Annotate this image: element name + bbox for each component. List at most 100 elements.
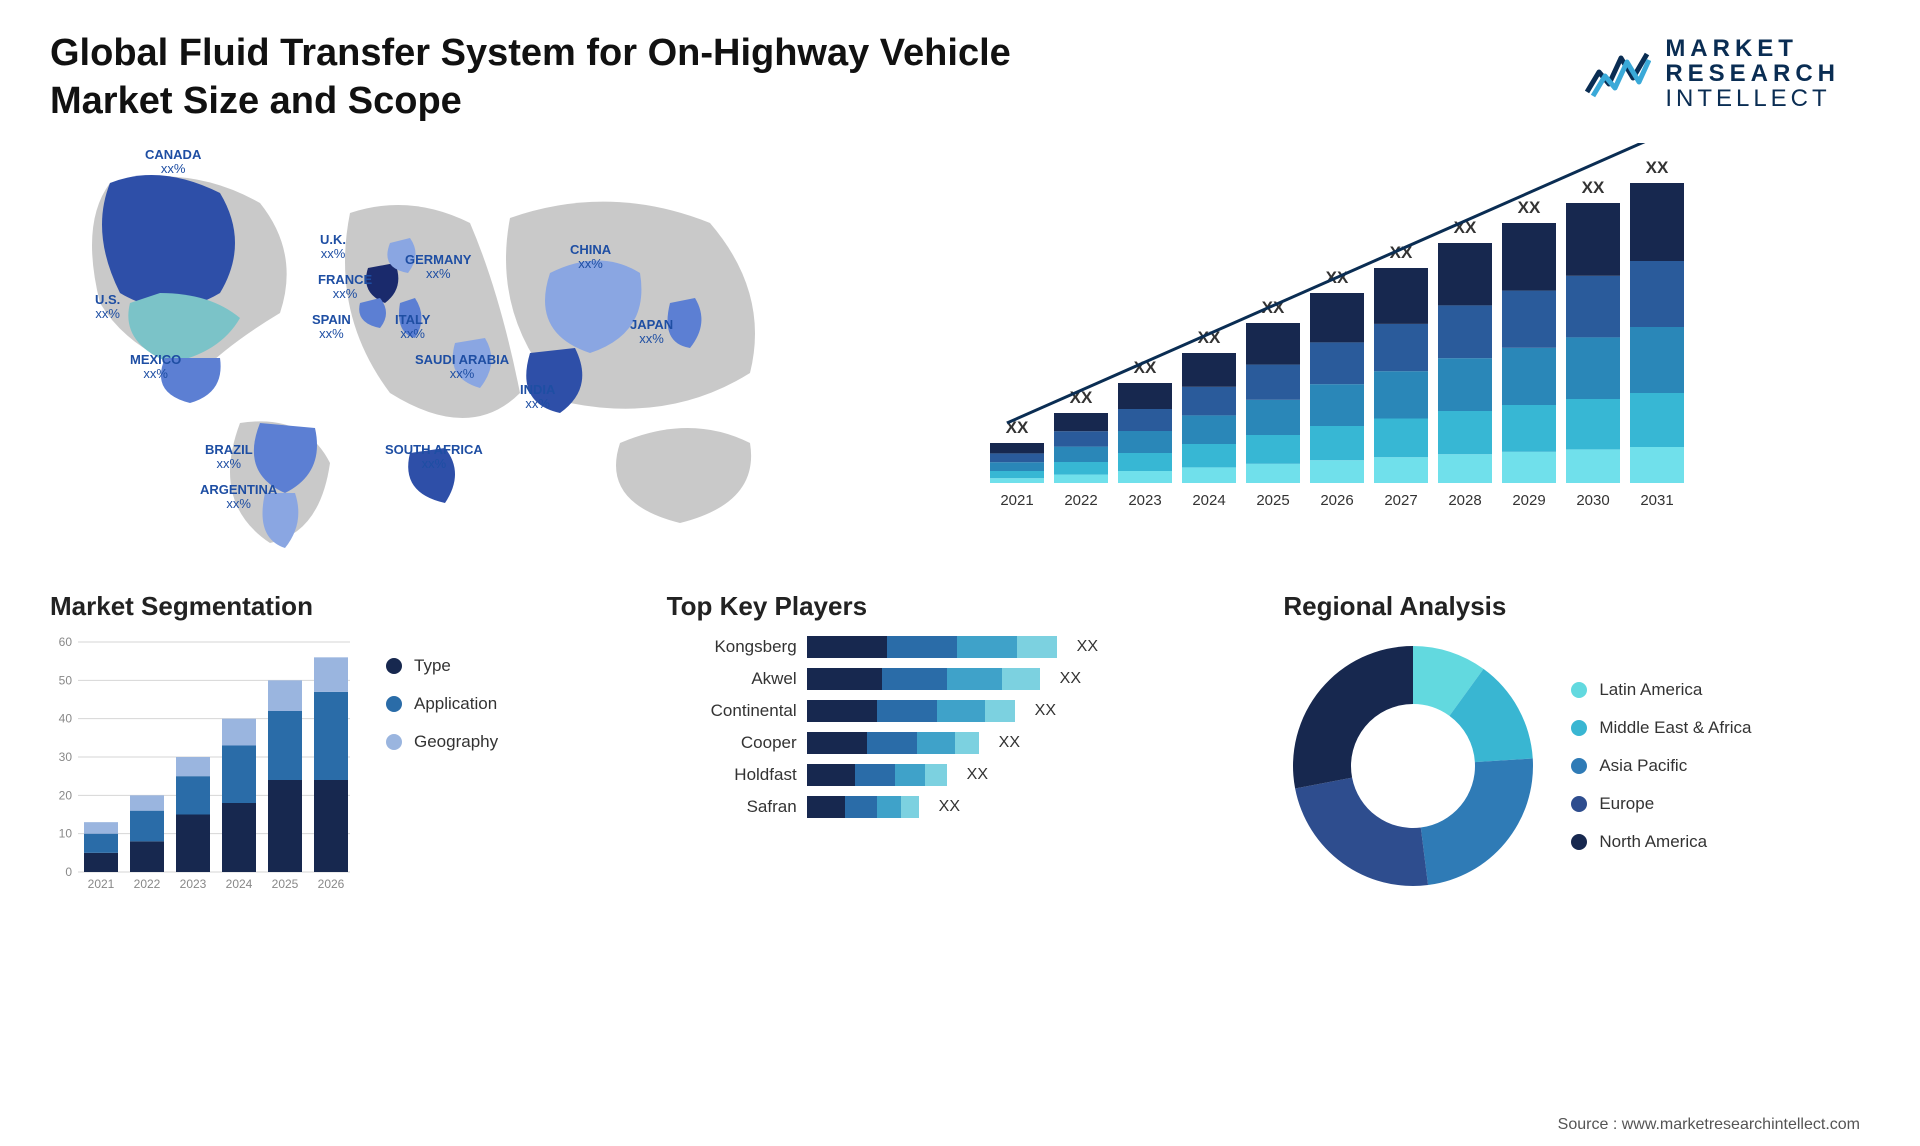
- legend-dot-icon: [1571, 720, 1587, 736]
- page-title: Global Fluid Transfer System for On-High…: [50, 30, 1100, 125]
- regional-donut-chart: [1283, 636, 1543, 896]
- logo-line3: INTELLECT: [1665, 86, 1840, 111]
- regional-panel: Regional Analysis Latin America Middle Ea…: [1283, 591, 1870, 896]
- player-name: Continental: [667, 701, 797, 721]
- player-name: Akwel: [667, 669, 797, 689]
- svg-text:60: 60: [59, 636, 73, 649]
- legend-item: Application: [386, 694, 498, 714]
- svg-text:2023: 2023: [1128, 492, 1161, 509]
- map-label: CHINAxx%: [570, 243, 611, 272]
- player-bar: [807, 700, 1015, 722]
- logo-line2: RESEARCH: [1665, 61, 1840, 86]
- svg-text:2029: 2029: [1512, 492, 1545, 509]
- source-caption: Source : www.marketresearchintellect.com: [1558, 1116, 1860, 1134]
- legend-item: Type: [386, 656, 498, 676]
- player-row: Kongsberg XX: [667, 636, 1254, 658]
- player-value: XX: [1060, 670, 1081, 688]
- legend-item: Middle East & Africa: [1571, 718, 1751, 738]
- player-value: XX: [999, 734, 1020, 752]
- svg-text:2025: 2025: [272, 877, 299, 891]
- legend-label: Latin America: [1599, 680, 1702, 700]
- player-bar: [807, 796, 919, 818]
- regional-legend: Latin America Middle East & Africa Asia Pa…: [1571, 680, 1751, 852]
- map-label: CANADAxx%: [145, 148, 201, 177]
- legend-dot-icon: [386, 696, 402, 712]
- svg-text:2030: 2030: [1576, 492, 1609, 509]
- legend-dot-icon: [1571, 796, 1587, 812]
- map-label: GERMANYxx%: [405, 253, 471, 282]
- map-label: ITALYxx%: [395, 313, 430, 342]
- legend-label: Asia Pacific: [1599, 756, 1687, 776]
- player-value: XX: [939, 798, 960, 816]
- svg-text:2022: 2022: [1064, 492, 1097, 509]
- svg-text:2031: 2031: [1640, 492, 1673, 509]
- player-value: XX: [1035, 702, 1056, 720]
- player-row: Akwel XX: [667, 668, 1254, 690]
- svg-text:40: 40: [59, 712, 73, 726]
- map-label: MEXICOxx%: [130, 353, 181, 382]
- legend-dot-icon: [1571, 834, 1587, 850]
- legend-dot-icon: [1571, 758, 1587, 774]
- legend-label: Geography: [414, 732, 498, 752]
- svg-text:2026: 2026: [318, 877, 345, 891]
- growth-bar-chart: 2021XX2022XX2023XX2024XX2025XX2026XX2027…: [970, 143, 1870, 563]
- segmentation-legend: Type Application Geography: [386, 656, 498, 752]
- legend-label: Application: [414, 694, 497, 714]
- segmentation-chart: 0102030405060202120222023202420252026: [50, 636, 360, 896]
- svg-text:2024: 2024: [226, 877, 253, 891]
- player-name: Cooper: [667, 733, 797, 753]
- legend-label: North America: [1599, 832, 1707, 852]
- player-value: XX: [967, 766, 988, 784]
- legend-item: Europe: [1571, 794, 1751, 814]
- svg-text:2022: 2022: [134, 877, 161, 891]
- svg-text:20: 20: [59, 788, 73, 802]
- player-value: XX: [1077, 638, 1098, 656]
- map-label: U.S.xx%: [95, 293, 120, 322]
- legend-label: Europe: [1599, 794, 1654, 814]
- map-label: INDIAxx%: [520, 383, 555, 412]
- svg-text:2027: 2027: [1384, 492, 1417, 509]
- player-row: Holdfast XX: [667, 764, 1254, 786]
- svg-text:2025: 2025: [1256, 492, 1289, 509]
- legend-dot-icon: [1571, 682, 1587, 698]
- svg-text:XX: XX: [1518, 198, 1541, 217]
- legend-item: North America: [1571, 832, 1751, 852]
- svg-text:0: 0: [65, 865, 72, 879]
- player-bar: [807, 764, 947, 786]
- legend-dot-icon: [386, 658, 402, 674]
- svg-text:XX: XX: [1582, 178, 1605, 197]
- players-title: Top Key Players: [667, 591, 1254, 622]
- world-map: CANADAxx% U.S.xx% MEXICOxx% BRAZILxx% ARGENT…: [50, 143, 930, 563]
- svg-text:2021: 2021: [1000, 492, 1033, 509]
- map-label: U.K.xx%: [320, 233, 346, 262]
- segmentation-title: Market Segmentation: [50, 591, 637, 622]
- player-bar: [807, 732, 979, 754]
- player-name: Kongsberg: [667, 637, 797, 657]
- players-panel: Top Key Players KongsbergXXAkwelXXContin…: [667, 591, 1254, 896]
- legend-item: Latin America: [1571, 680, 1751, 700]
- regional-title: Regional Analysis: [1283, 591, 1870, 622]
- legend-label: Middle East & Africa: [1599, 718, 1751, 738]
- player-name: Holdfast: [667, 765, 797, 785]
- svg-text:2023: 2023: [180, 877, 207, 891]
- legend-item: Asia Pacific: [1571, 756, 1751, 776]
- player-row: Cooper XX: [667, 732, 1254, 754]
- player-bar: [807, 668, 1040, 690]
- map-label: ARGENTINAxx%: [200, 483, 277, 512]
- map-label: SPAINxx%: [312, 313, 351, 342]
- map-label: BRAZILxx%: [205, 443, 253, 472]
- svg-text:10: 10: [59, 827, 73, 841]
- player-row: Continental XX: [667, 700, 1254, 722]
- brand-logo: MARKET RESEARCH INTELLECT: [1585, 36, 1840, 112]
- segmentation-panel: Market Segmentation 01020304050602021202…: [50, 591, 637, 896]
- svg-text:XX: XX: [1646, 158, 1669, 177]
- legend-label: Type: [414, 656, 451, 676]
- svg-text:50: 50: [59, 673, 73, 687]
- svg-text:30: 30: [59, 750, 73, 764]
- svg-text:2028: 2028: [1448, 492, 1481, 509]
- legend-item: Geography: [386, 732, 498, 752]
- player-bar: [807, 636, 1057, 658]
- player-row: SafranXX: [667, 796, 1254, 818]
- svg-text:2024: 2024: [1192, 492, 1225, 509]
- logo-line1: MARKET: [1665, 36, 1840, 61]
